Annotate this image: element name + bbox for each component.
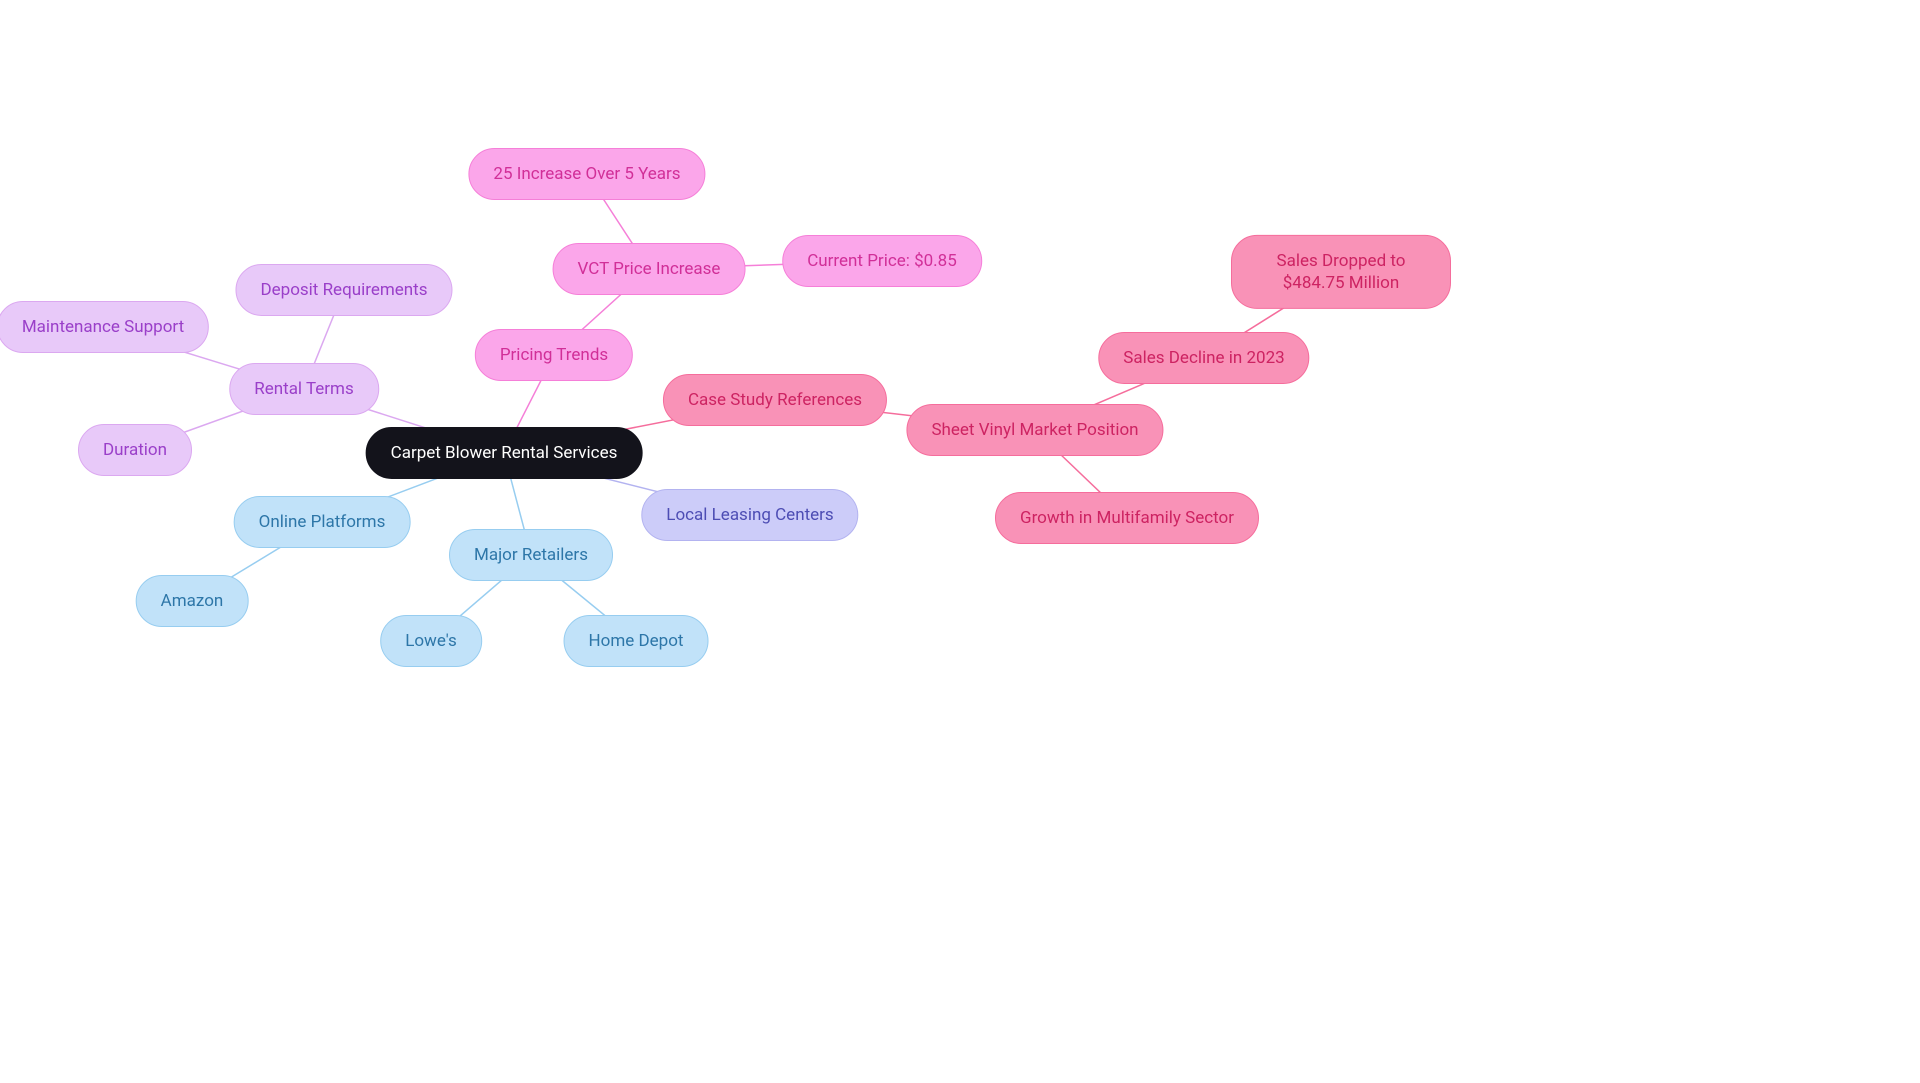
node-amazon[interactable]: Amazon: [136, 575, 249, 627]
node-vct_price[interactable]: VCT Price Increase: [553, 243, 746, 295]
node-lowes[interactable]: Lowe's: [380, 615, 482, 667]
node-duration[interactable]: Duration: [78, 424, 192, 476]
node-increase_25[interactable]: 25 Increase Over 5 Years: [468, 148, 705, 200]
node-maintenance[interactable]: Maintenance Support: [0, 301, 209, 353]
node-local_leasing[interactable]: Local Leasing Centers: [641, 489, 858, 541]
node-rental_terms[interactable]: Rental Terms: [229, 363, 379, 415]
node-home_depot[interactable]: Home Depot: [564, 615, 709, 667]
node-major_retailers[interactable]: Major Retailers: [449, 529, 613, 581]
node-current_price[interactable]: Current Price: $0.85: [782, 235, 982, 287]
node-growth_multi[interactable]: Growth in Multifamily Sector: [995, 492, 1259, 544]
node-case_study[interactable]: Case Study References: [663, 374, 887, 426]
node-sheet_vinyl[interactable]: Sheet Vinyl Market Position: [906, 404, 1163, 456]
node-sales_dropped[interactable]: Sales Dropped to $484.75 Million: [1231, 235, 1451, 309]
node-online_platforms[interactable]: Online Platforms: [234, 496, 411, 548]
node-root[interactable]: Carpet Blower Rental Services: [366, 427, 643, 479]
node-deposit[interactable]: Deposit Requirements: [235, 264, 452, 316]
node-sales_decline[interactable]: Sales Decline in 2023: [1098, 332, 1309, 384]
node-pricing_trends[interactable]: Pricing Trends: [475, 329, 633, 381]
